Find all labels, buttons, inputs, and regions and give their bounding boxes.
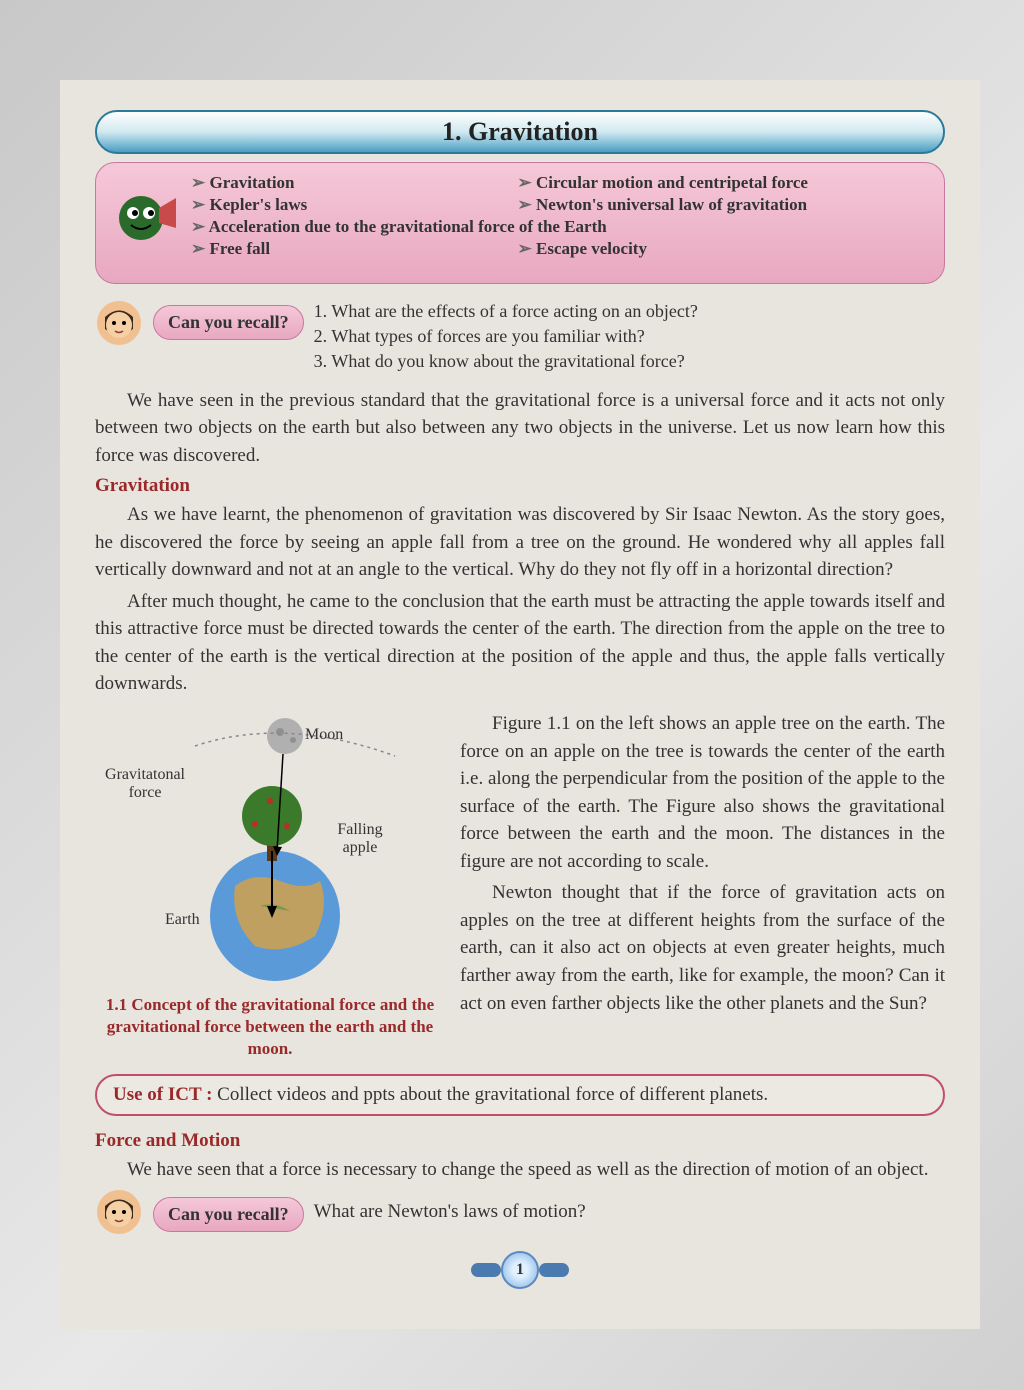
chapter-title-banner: 1. Gravitation — [95, 110, 945, 154]
ict-label: Use of ICT : — [113, 1084, 212, 1105]
figure-block: Moon Gravitatonal force Falling apple Ea… — [95, 706, 945, 1060]
textbook-page: 1. Gravitation Gravitation Circular moti… — [60, 80, 980, 1329]
ict-box: Use of ICT : Collect videos and ppts abo… — [95, 1074, 945, 1116]
megaphone-icon — [111, 183, 181, 253]
figure-caption: 1.1 Concept of the gravitational force a… — [95, 994, 445, 1060]
page-number: 1 — [501, 1251, 539, 1289]
section-heading: Force and Motion — [95, 1130, 945, 1152]
fig-label-moon: Moon — [305, 726, 343, 744]
recall-badge: Can you recall? — [153, 305, 304, 340]
chapter-title: Gravitation — [468, 117, 598, 146]
chapter-number: 1. — [442, 117, 462, 146]
topic-item: Escape velocity — [518, 239, 929, 259]
paragraph: After much thought, he came to the concl… — [95, 588, 945, 698]
topic-item: Free fall — [191, 239, 508, 259]
girl-avatar-icon — [95, 1188, 143, 1236]
fig-label-earth: Earth — [165, 911, 200, 929]
paragraph: As we have learnt, the phenomenon of gra… — [95, 501, 945, 584]
fig-label-falling: Falling apple — [325, 821, 395, 857]
recall-q1: 1. What are the effects of a force actin… — [314, 299, 698, 324]
recall-badge: Can you recall? — [153, 1197, 304, 1232]
figure-diagram: Moon Gravitatonal force Falling apple Ea… — [95, 706, 445, 1060]
girl-avatar-icon — [95, 299, 143, 347]
topic-item: Circular motion and centripetal force — [518, 173, 929, 193]
paragraph: Newton thought that if the force of grav… — [460, 879, 945, 1017]
section-heading: Gravitation — [95, 475, 945, 497]
topics-box: Gravitation Circular motion and centripe… — [95, 162, 945, 284]
recall-questions: 1. What are the effects of a force actin… — [314, 299, 698, 375]
recall-q3: 3. What do you know about the gravitatio… — [314, 349, 698, 374]
topic-item: Kepler's laws — [191, 195, 508, 215]
paragraph: We have seen that a force is necessary t… — [95, 1156, 945, 1184]
ict-text: Collect videos and ppts about the gravit… — [212, 1084, 768, 1105]
fig-label-gforce: Gravitatonal force — [95, 766, 195, 802]
topic-item: Acceleration due to the gravitational fo… — [191, 217, 929, 237]
recall-block-2: Can you recall? What are Newton's laws o… — [95, 1188, 945, 1236]
paragraph: We have seen in the previous standard th… — [95, 387, 945, 470]
page-number-ornament: 1 — [95, 1251, 945, 1289]
recall-question: What are Newton's laws of motion? — [314, 1201, 586, 1223]
paragraph: Figure 1.1 on the left shows an apple tr… — [460, 710, 945, 875]
recall-q2: 2. What types of forces are you familiar… — [314, 324, 698, 349]
topic-item: Gravitation — [191, 173, 508, 193]
topic-item: Newton's universal law of gravitation — [518, 195, 929, 215]
recall-block-1: Can you recall? 1. What are the effects … — [95, 299, 945, 375]
